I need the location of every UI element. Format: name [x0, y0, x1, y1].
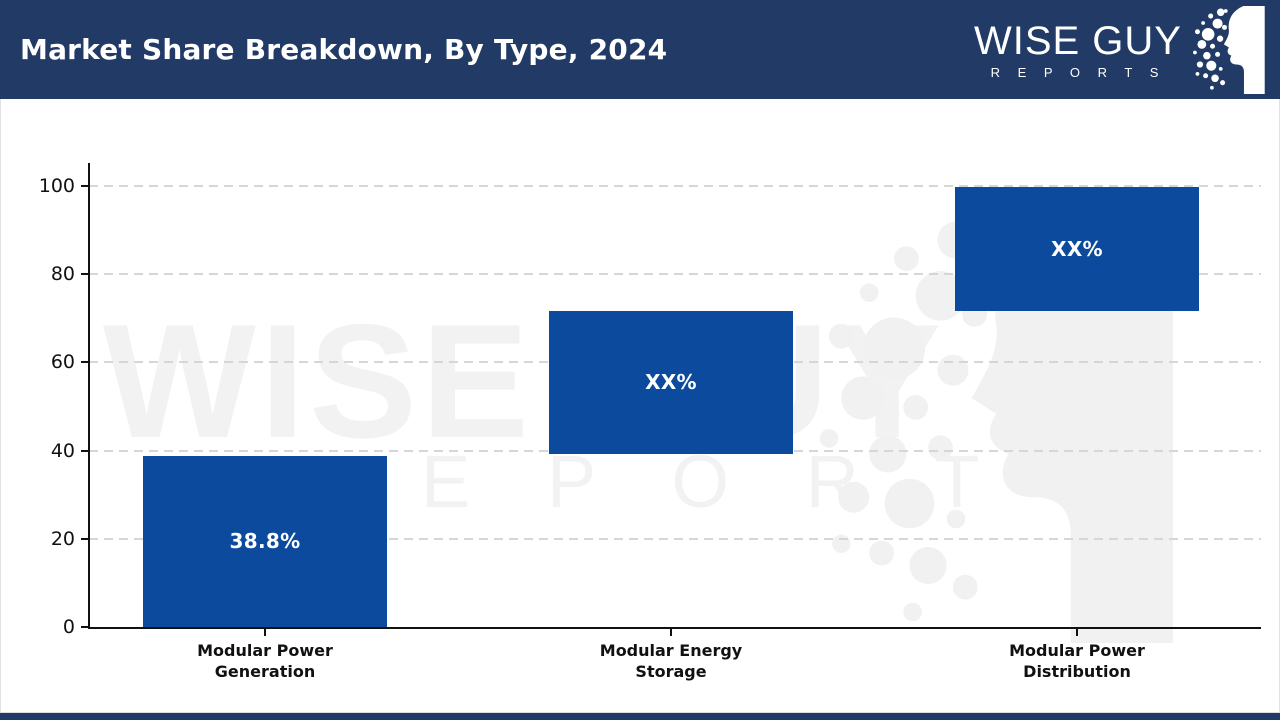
y-tick-mark: [81, 273, 89, 276]
y-tick-mark: [81, 537, 89, 540]
category-label: Modular Energy Storage: [511, 640, 831, 682]
category-label-line: Modular Power: [197, 641, 333, 660]
x-tick-mark: [264, 629, 266, 636]
y-tick-label: 20: [50, 527, 75, 550]
bar-value-label: 38.8%: [229, 529, 301, 554]
y-tick-label: 40: [50, 439, 75, 462]
category-label: Modular Power Distribution: [917, 640, 1237, 682]
chart-area: WISE GUY R E P O R T S 0 20 40 60 80 100 38.8%…: [0, 99, 1280, 713]
category-label: Modular Power Generation: [105, 640, 425, 682]
bar-value-label: XX%: [645, 370, 697, 395]
footer-bar: [0, 713, 1280, 720]
category-label-line: Modular Energy: [599, 641, 743, 660]
y-tick-label: 80: [50, 263, 75, 286]
footer-divider: [0, 712, 1280, 713]
brand-name: WISE GUY: [973, 18, 1182, 63]
y-tick-label: 60: [50, 351, 75, 374]
y-tick-label: 100: [38, 175, 75, 197]
brand-logo: WISE GUY R E P O R T S: [974, 5, 1266, 94]
y-tick-label: 0: [62, 616, 75, 638]
category-label-line: Distribution: [1023, 662, 1131, 681]
watermark-brand-text: WISE GUY: [103, 291, 946, 472]
page-title: Market Share Breakdown, By Type, 2024: [20, 33, 668, 66]
gridline-y100: [89, 185, 1261, 187]
category-label-line: Generation: [214, 662, 316, 681]
category-label-line: Modular Power: [1009, 641, 1145, 660]
y-tick-mark: [81, 361, 89, 364]
y-axis: [88, 163, 90, 629]
header-bar: Market Share Breakdown, By Type, 2024 WI…: [0, 0, 1280, 99]
category-label-line: Storage: [635, 662, 707, 681]
brand-subtitle: R E P O R T S: [990, 64, 1166, 80]
chart-bar: XX%: [955, 186, 1199, 311]
x-tick-mark: [1076, 629, 1078, 636]
chart-bar: 38.8%: [143, 455, 387, 627]
x-tick-mark: [670, 629, 672, 636]
bar-value-label: XX%: [1051, 236, 1103, 261]
gridline-y80: [89, 273, 1261, 276]
brand-text: WISE GUY R E P O R T S: [974, 21, 1182, 79]
y-tick-mark: [81, 626, 89, 628]
gridline-y20: [89, 537, 1261, 540]
y-tick-mark: [81, 185, 89, 187]
chart-bar: XX%: [549, 310, 793, 454]
y-tick-mark: [81, 449, 89, 452]
x-axis: [88, 627, 1261, 629]
dotted-head-icon: [1193, 5, 1265, 94]
